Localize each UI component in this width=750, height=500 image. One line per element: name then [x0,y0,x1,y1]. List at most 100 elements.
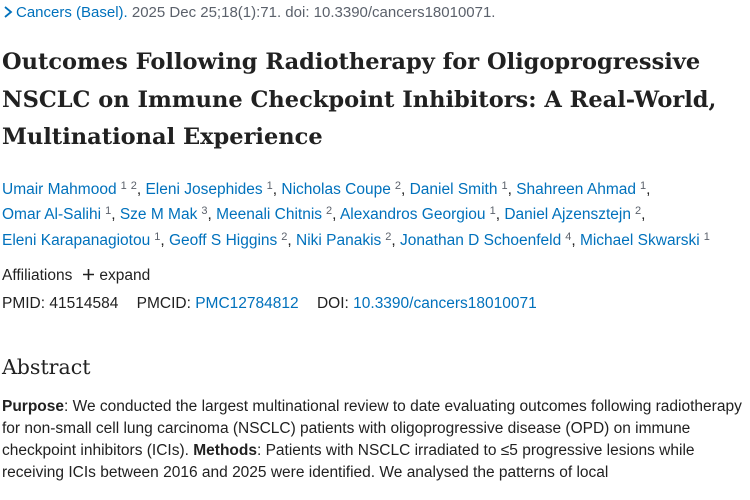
abstract-text: Purpose: We conducted the largest multin… [2,396,744,484]
author: Daniel Smith 1, [409,180,512,198]
affiliation-refs: 2 [635,205,641,217]
affiliation-ref[interactable]: 1 [703,230,710,243]
expand-toggle[interactable]: expand [99,267,151,284]
author: Umair Mahmood 1 2, [2,180,142,198]
author-name[interactable]: Eleni Karapanagiotou [2,231,151,249]
author: Omar Al-Salihi 1, [2,205,116,224]
author-separator: , [507,180,512,198]
author: Eleni Karapanagiotou 1, [2,231,165,249]
author-name[interactable]: Meenali Chitnis [216,206,323,223]
affiliation-ref[interactable]: 2 [326,205,333,217]
affiliation-ref[interactable]: 3 [201,205,208,217]
author-separator: , [272,180,278,198]
author-separator: , [400,180,406,198]
pmcid-label: PMCID: [136,295,191,312]
author: Sze M Mak 3, [119,205,212,224]
abstract-label: Methods [193,442,257,459]
affiliation-refs: 1 [154,231,160,243]
author-separator: , [571,231,576,249]
abstract-segment: : We conducted the largest multinational… [2,398,742,459]
affiliation-ref[interactable]: 1 [640,179,647,192]
doi-label: DOI: [316,295,349,312]
pmcid-link[interactable]: PMC12784812 [195,295,299,312]
chevron-icon [4,6,13,18]
author-separator: , [287,231,292,249]
affiliation-refs: 2 [326,205,332,217]
affiliation-refs: 1 [267,180,273,192]
author-separator: , [641,206,646,223]
pmid: 41514584 [49,295,119,312]
author-name[interactable]: Nicholas Coupe [281,180,391,198]
citation-details: 2025 Dec 25;18(1):71. doi: 10.3390/cance… [127,4,496,21]
affiliation-refs: 1 [501,180,507,192]
author-name[interactable]: Shahreen Ahmad [516,180,636,198]
author-separator: , [332,206,337,223]
author-name[interactable]: Niki Panakis [296,231,382,249]
author: Niki Panakis 2, [296,231,396,249]
affiliation-ref[interactable]: 2 [394,179,401,192]
affiliation-refs: 1 [640,180,646,192]
affiliation-ref[interactable]: 1 [120,179,127,192]
author: Alexandros Georgiou 1, [339,205,500,224]
author-name[interactable]: Daniel Smith [409,180,498,198]
journal-link[interactable]: Cancers (Basel). [16,4,128,21]
author: Michael Skwarski 1 [579,231,710,249]
author-separator: , [136,180,142,198]
affiliation-refs: 4 [565,231,571,243]
affiliation-ref[interactable]: 2 [281,230,288,243]
author: Eleni Josephides 1, [145,180,278,198]
affiliation-refs: 1 [490,205,496,217]
abstract-label: Purpose [2,398,65,415]
affiliation-refs: 3 [201,205,207,217]
author: Daniel Ajzensztejn 2, [504,205,646,224]
abstract-segment: : Patients with NSCLC irradiated to ≤5 p… [2,442,695,481]
author-name[interactable]: Daniel Ajzensztejn [504,206,631,223]
author: Jonathan D Schoenfeld 4, [400,231,576,249]
author-name[interactable]: Eleni Josephides [145,180,263,198]
citation: Cancers (Basel). 2025 Dec 25;18(1):71. d… [2,3,746,23]
author-name[interactable]: Sze M Mak [119,206,198,223]
affiliation-refs: 2 [281,231,287,243]
author-separator: , [207,206,212,223]
doi-link[interactable]: 10.3390/cancers18010071 [353,295,537,312]
article-title: Outcomes Following Radiotherapy for Olig… [2,49,717,150]
author: Meenali Chitnis 2, [216,205,337,224]
identifiers: PMID: 41514584 PMCID: PMC12784812 DOI: 1… [2,292,746,316]
affiliation-ref[interactable]: 2 [385,230,392,243]
affiliation-ref[interactable]: 4 [565,230,572,243]
plus-icon[interactable] [82,268,95,281]
author: Geoff S Higgins 2, [168,231,292,249]
affiliation-refs: 1 [105,205,111,217]
author-list: Umair Mahmood 1 2, Eleni Josephides 1, Nich… [2,177,737,254]
affiliation-ref[interactable]: 1 [105,205,112,217]
abstract-heading: Abstract [2,355,91,379]
affiliation-refs: 2 [395,180,401,192]
affiliation-ref[interactable]: 2 [130,179,137,192]
author-name[interactable]: Alexandros Georgiou [339,206,486,223]
author: Nicholas Coupe 2, [281,180,406,198]
affiliation-ref[interactable]: 1 [489,205,496,217]
author-name[interactable]: Omar Al-Salihi [2,206,102,223]
affiliation-ref[interactable]: 1 [154,230,161,243]
affiliation-ref[interactable]: 1 [266,179,273,192]
author-separator: , [111,206,116,223]
affiliation-ref[interactable]: 1 [501,179,508,192]
author-name[interactable]: Geoff S Higgins [168,231,278,249]
affiliations-row: Affiliations expand [2,264,746,288]
author-name[interactable]: Umair Mahmood [2,180,117,198]
affiliation-ref[interactable]: 2 [634,205,642,217]
affiliation-refs: 1 [704,231,710,243]
pmid-label: PMID: [2,295,46,312]
author-separator: , [646,180,651,198]
affiliation-refs: 2 [385,231,391,243]
affiliations-label: Affiliations [2,267,73,284]
author-separator: , [495,206,500,223]
author-name[interactable]: Jonathan D Schoenfeld [400,231,562,249]
author-separator: , [391,231,396,249]
author-name[interactable]: Michael Skwarski [579,231,700,249]
author: Shahreen Ahmad 1, [516,180,651,198]
author-separator: , [160,231,165,249]
